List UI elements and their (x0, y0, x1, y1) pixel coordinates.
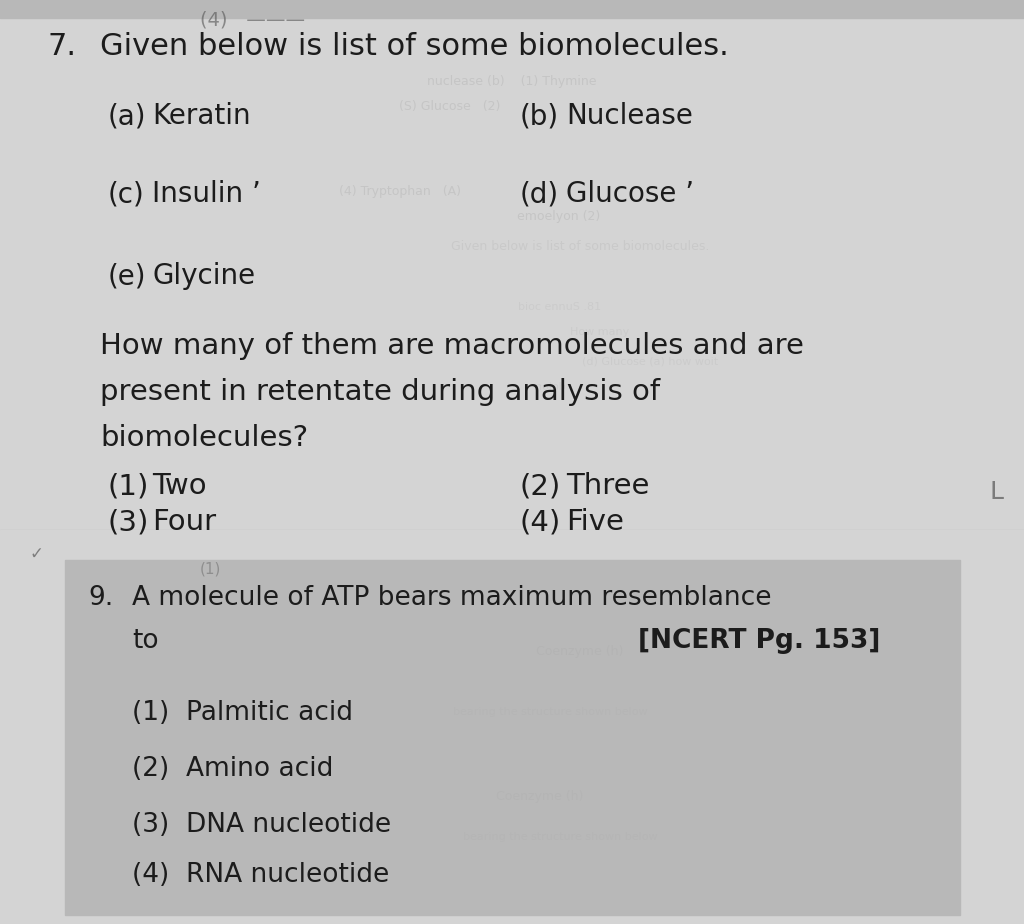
Text: nuclease (b)    (1) Thymine: nuclease (b) (1) Thymine (427, 75, 597, 88)
Text: bearing the structure shown below: bearing the structure shown below (463, 832, 657, 842)
Text: Keratin: Keratin (152, 102, 251, 130)
Text: Coenzyme (h): Coenzyme (h) (497, 790, 584, 803)
Text: How many: How many (570, 327, 630, 337)
Text: (2)  Amino acid: (2) Amino acid (132, 756, 334, 782)
Text: (2): (2) (520, 472, 561, 500)
Text: (c): (c) (108, 180, 144, 208)
Text: Insulin ’: Insulin ’ (152, 180, 261, 208)
Text: emoelyon (2): emoelyon (2) (517, 210, 600, 223)
Text: L: L (990, 480, 1004, 504)
Text: 9.: 9. (88, 585, 114, 611)
Text: [NCERT Pg. 153]: [NCERT Pg. 153] (638, 628, 880, 654)
Bar (0, 0, 1024, 18)
Text: (1): (1) (108, 472, 150, 500)
Text: Two: Two (152, 472, 207, 500)
Text: Given below is list of some biomolecules.: Given below is list of some biomolecules… (100, 32, 729, 61)
Text: Glucose ’: Glucose ’ (566, 180, 694, 208)
Text: present in retentate during analysis of: present in retentate during analysis of (100, 378, 660, 406)
Text: 7.: 7. (48, 32, 77, 61)
Text: Glycine: Glycine (152, 262, 255, 290)
Bar (0, 0, 1024, 530)
Text: biomolecules?: biomolecules? (100, 424, 308, 452)
Text: (4): (4) (520, 508, 561, 536)
Text: (3)  DNA nucleotide: (3) DNA nucleotide (132, 812, 391, 838)
Text: (d): (d) (520, 180, 559, 208)
Text: (d) Glucose (a) how woit: (d) Glucose (a) how woit (582, 357, 718, 367)
Text: Three: Three (566, 472, 649, 500)
Text: nolob: nolob (535, 382, 565, 392)
Text: (1): (1) (200, 562, 221, 577)
Text: bearing the structure shown below: bearing the structure shown below (453, 707, 647, 717)
Text: bioc ennuS .81: bioc ennuS .81 (518, 302, 601, 312)
Text: Given below is list of some biomolecules.: Given below is list of some biomolecules… (451, 240, 710, 253)
Text: A molecule of ATP bears maximum resemblance: A molecule of ATP bears maximum resembla… (132, 585, 771, 611)
Text: (e): (e) (108, 262, 146, 290)
Text: Four: Four (152, 508, 216, 536)
Text: to: to (132, 628, 159, 654)
Text: Nuclease: Nuclease (566, 102, 693, 130)
Text: How many of them are macromolecules and are: How many of them are macromolecules and … (100, 332, 804, 360)
Text: (4)   ———: (4) ——— (200, 10, 305, 29)
Text: (a): (a) (108, 102, 146, 130)
Text: (4) Tryptophan   (A): (4) Tryptophan (A) (339, 185, 461, 198)
Text: ✓: ✓ (30, 545, 44, 563)
Text: (b): (b) (520, 102, 559, 130)
Text: (4)  RNA nucleotide: (4) RNA nucleotide (132, 862, 389, 888)
Bar (0, 530, 1024, 570)
Bar (65, 560, 961, 915)
Text: Coenzyme (h): Coenzyme (h) (537, 645, 624, 658)
Text: (1)  Palmitic acid: (1) Palmitic acid (132, 700, 353, 726)
Text: (S) Glucose   (2): (S) Glucose (2) (399, 100, 501, 113)
Text: Five: Five (566, 508, 624, 536)
Text: (3): (3) (108, 508, 150, 536)
Bar (0, 530, 1024, 924)
